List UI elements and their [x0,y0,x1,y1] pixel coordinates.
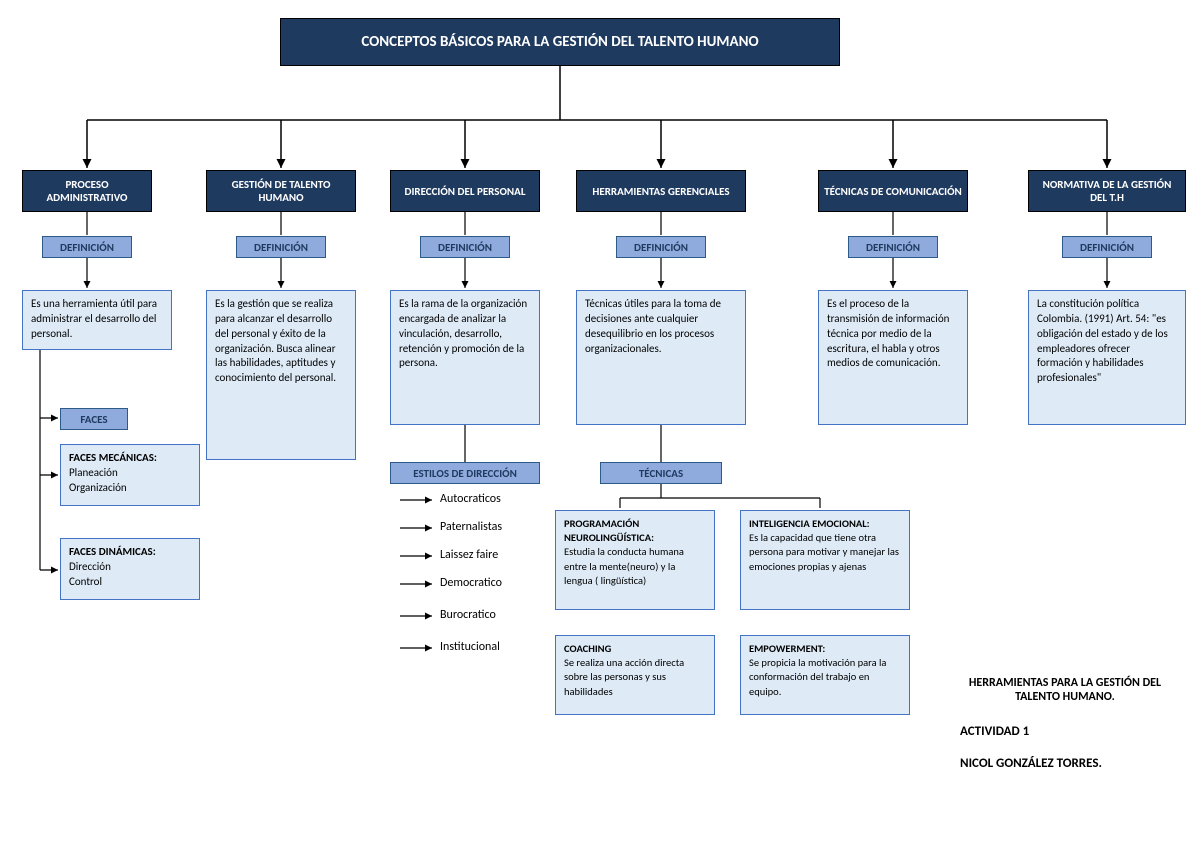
tecnica-ie-body: Es la capacidad que tiene otra persona p… [749,531,899,572]
tecnica-ie: INTELIGENCIA EMOCIONAL: Es la capacidad … [740,510,910,610]
faces-mec: FACES MECÁNICAS: Planeación Organización [60,444,200,506]
col2-def-label: DEFINICIÓN [236,236,326,258]
col6-def: La constitución política Colombia. (1991… [1028,290,1186,425]
faces-din-title: FACES DINÁMICAS: [69,545,156,558]
tecnica-empower: EMPOWERMENT: Se propicia la motivación p… [740,635,910,715]
faces-mec-body: Planeación Organización [69,466,127,494]
estilo-5: Institucional [440,640,500,654]
col1-header: PROCESO ADMINISTRATIVO [22,170,152,212]
col1-def-label: DEFINICIÓN [42,236,132,258]
estilo-2: Laissez faire [440,548,498,562]
col5-header: TÉCNICAS DE COMUNICACIÓN [818,170,968,212]
col3-header: DIRECCIÓN DEL PERSONAL [390,170,540,212]
estilo-3: Democratico [440,576,502,590]
col2-header: GESTIÓN DE TALENTO HUMANO [206,170,356,212]
tecnica-empower-body: Se propicia la motivación para la confor… [749,656,886,697]
estilo-0: Autocraticos [440,492,501,506]
col1-def: Es una herramienta útil para administrar… [22,290,172,350]
faces-din: FACES DINÁMICAS: Dirección Control [60,538,200,600]
col3-def-label: DEFINICIÓN [420,236,510,258]
tecnica-ie-title: INTELIGENCIA EMOCIONAL: [749,517,870,530]
estilos-label: ESTILOS DE DIRECCIÓN [390,462,540,484]
col5-def-label: DEFINICIÓN [848,236,938,258]
faces-label: FACES [60,408,128,430]
tecnica-pnl-title: PROGRAMACIÓN NEUROLINGÜÍSTICA: [564,517,654,544]
tecnica-coaching-body: Se realiza una acción directa sobre las … [564,656,684,697]
footer-line2: ACTIVIDAD 1 [960,724,1029,739]
faces-din-body: Dirección Control [69,560,111,588]
col4-def: Técnicas útiles para la toma de decision… [576,290,746,425]
estilo-4: Burocratico [440,608,496,622]
estilo-1: Paternalistas [440,520,502,534]
tecnica-pnl-body: Estudia la conducta humana entre la ment… [564,545,684,586]
col6-def-label: DEFINICIÓN [1062,236,1152,258]
tecnica-coaching: COACHING Se realiza una acción directa s… [555,635,715,715]
tecnica-coaching-title: COACHING [564,642,611,655]
tecnicas-label: TÉCNICAS [600,462,722,484]
col2-def: Es la gestión que se realiza para alcanz… [206,290,356,460]
col6-header: NORMATIVA DE LA GESTIÓN DEL T.H [1028,170,1186,212]
col4-header: HERRAMIENTAS GERENCIALES [576,170,746,212]
footer-line1: HERRAMIENTAS PARA LA GESTIÓN DEL TALENTO… [960,676,1170,704]
col3-def: Es la rama de la organización encargada … [390,290,540,425]
col4-def-label: DEFINICIÓN [616,236,706,258]
faces-mec-title: FACES MECÁNICAS: [69,451,157,464]
tecnica-pnl: PROGRAMACIÓN NEUROLINGÜÍSTICA: Estudia l… [555,510,715,610]
footer-line3: NICOL GONZÁLEZ TORRES. [960,756,1102,771]
col5-def: Es el proceso de la transmisión de infor… [818,290,968,425]
main-title: CONCEPTOS BÁSICOS PARA LA GESTIÓN DEL TA… [280,18,840,66]
tecnica-empower-title: EMPOWERMENT: [749,642,825,655]
